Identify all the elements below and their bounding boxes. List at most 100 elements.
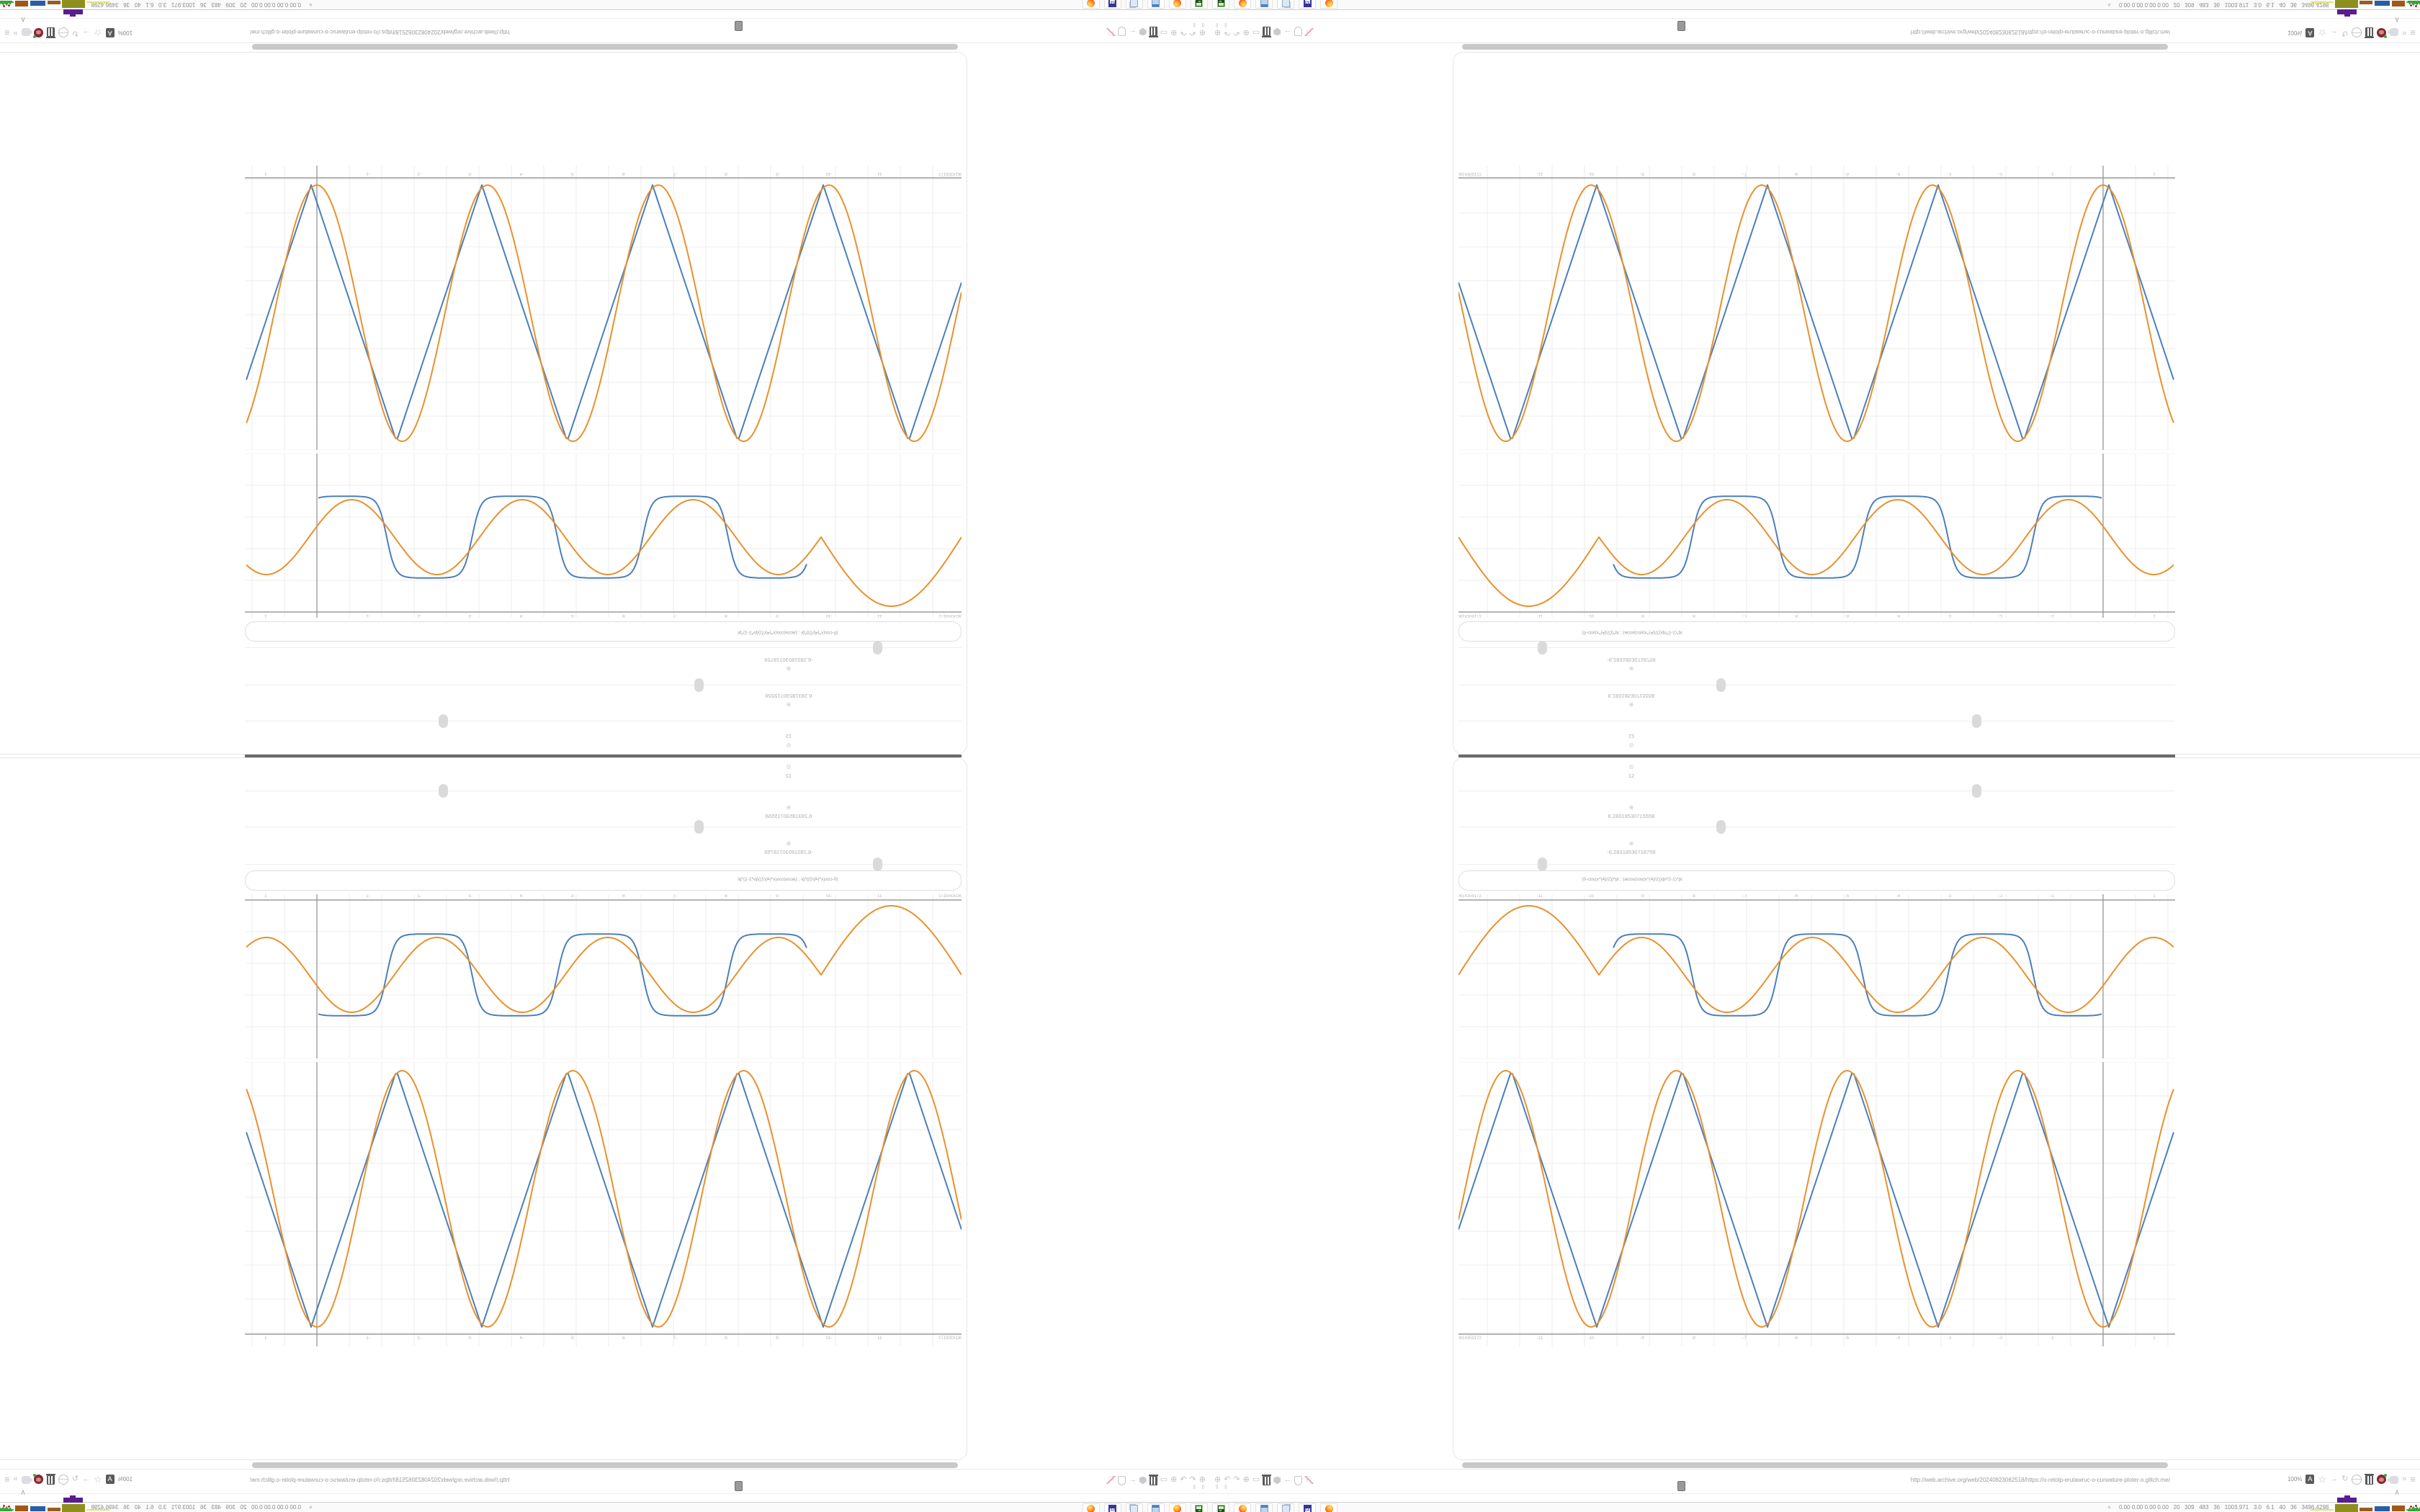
horizontal-scrollbar[interactable] — [1462, 44, 2168, 50]
redo-icon[interactable]: ↷ — [1180, 28, 1187, 37]
slider-thumb[interactable] — [1538, 641, 1548, 654]
panel-expand-icon[interactable]: « — [307, 1506, 314, 1509]
adblock-shield-icon[interactable] — [2377, 1474, 2388, 1484]
forward-button[interactable]: → — [2330, 29, 2339, 37]
crosshair-icon[interactable]: ⊕ — [1198, 28, 1206, 37]
taskbar-item-files[interactable] — [1126, 0, 1143, 9]
taskbar-item-firefox[interactable] — [1169, 1503, 1186, 1512]
trash-extension-icon[interactable] — [1262, 1475, 1272, 1485]
shield-outline-icon[interactable] — [1294, 27, 1303, 37]
slider-track-min[interactable] — [1458, 858, 2175, 871]
taskbar-item-calculator[interactable] — [1147, 1503, 1165, 1512]
flag-disabled-icon[interactable]: ⚐ — [1107, 28, 1115, 37]
reload-button[interactable]: ↻ — [71, 1475, 79, 1483]
zoom-level-indicator[interactable]: 100% — [117, 1476, 133, 1482]
globe-extension-icon[interactable] — [2352, 1474, 2362, 1485]
trash-extension-icon[interactable] — [2365, 1474, 2375, 1485]
scroll-top-chevron[interactable]: ∧ — [2394, 15, 2401, 24]
menu-icon[interactable]: ≡ — [2410, 27, 2416, 38]
undo-icon[interactable]: ↶ — [1189, 28, 1196, 37]
taskbar-item-firefox[interactable] — [1083, 0, 1100, 9]
scroll-top-chevron[interactable]: ∧ — [2394, 1488, 2401, 1497]
slider-track-min[interactable] — [245, 641, 962, 654]
slider-handle-icon[interactable]: ⊕ — [1628, 804, 1634, 811]
slider-handle-icon[interactable]: ◎ — [1628, 763, 1634, 770]
shield-badge-icon[interactable] — [1139, 28, 1147, 36]
mini-page-icon[interactable] — [735, 21, 743, 31]
adblock-shield-icon[interactable] — [2377, 28, 2387, 37]
forward-button[interactable]: → — [81, 1475, 90, 1483]
taskbar-item-calculator[interactable] — [1147, 0, 1165, 9]
taskbar-item-calculator[interactable] — [1255, 0, 1273, 9]
back-button[interactable]: ← — [1128, 28, 1137, 37]
zoom-level-indicator[interactable]: 100% — [117, 30, 133, 36]
adblock-shield-icon[interactable] — [33, 28, 43, 37]
translate-icon[interactable]: A — [105, 1475, 115, 1484]
formula-input[interactable]: (0-cos(x*(4)/2))*pi ; (acos(cos(x*(4)/2)… — [245, 870, 962, 891]
bookmark-star-icon[interactable]: ☆ — [93, 27, 102, 38]
trash-extension-icon[interactable] — [46, 27, 55, 37]
taskbar-item-terminal[interactable] — [1212, 1503, 1229, 1512]
globe-crosshair-icon[interactable]: ⊕ — [1242, 28, 1250, 37]
taskbar-item-calculator[interactable] — [1255, 1503, 1273, 1512]
slider-thumb[interactable] — [438, 784, 448, 798]
zoom-level-indicator[interactable]: 100% — [2287, 30, 2303, 36]
url-bar[interactable]: http://web.archive.org/web/2024082306251… — [1910, 1477, 2170, 1483]
reload-button[interactable]: ↻ — [2341, 29, 2349, 37]
slider-thumb[interactable] — [694, 678, 704, 692]
slider-thumb[interactable] — [1972, 714, 1982, 728]
shield-outline-icon[interactable] — [1117, 27, 1126, 37]
taskbar-item-floppy[interactable]: 64 — [1299, 0, 1316, 9]
taskbar-item-terminal[interactable] — [1191, 0, 1208, 9]
overflow-chevron-icon[interactable]: » — [13, 1475, 18, 1483]
trash-extension-icon[interactable] — [1149, 1476, 1157, 1485]
forward-button[interactable]: → — [81, 29, 90, 37]
bookmark-star-icon[interactable]: ☆ — [93, 1474, 102, 1485]
mini-page-icon[interactable] — [1677, 21, 1685, 31]
horizontal-scrollbar[interactable] — [252, 44, 958, 50]
slider-thumb[interactable] — [1538, 858, 1548, 871]
panel-expand-icon[interactable]: « — [2106, 3, 2113, 6]
menu-icon[interactable]: ≡ — [4, 27, 10, 38]
shield-outline-icon[interactable] — [1117, 1475, 1126, 1485]
shield-outline-icon[interactable] — [1294, 1475, 1303, 1485]
globe-extension-icon[interactable] — [2352, 27, 2362, 38]
slider-thumb[interactable] — [1972, 784, 1982, 798]
redo-icon[interactable]: ↷ — [1233, 28, 1240, 37]
extensions-icon[interactable] — [21, 1475, 30, 1484]
slider-thumb[interactable] — [1716, 820, 1726, 834]
url-bar[interactable]: http://web.archive.org/web/2024082306251… — [250, 29, 510, 35]
panel-expand-icon[interactable]: « — [2106, 1506, 2113, 1509]
page-icon[interactable]: ▭ — [1252, 28, 1260, 37]
shield-badge-icon[interactable] — [1273, 28, 1281, 36]
taskbar-item-floppy[interactable]: 64 — [1104, 0, 1121, 9]
formula-input[interactable]: (0-cos(x*(4)/2))*pi ; (acos(cos(x*(4)/2)… — [1458, 870, 2175, 891]
scroll-top-chevron[interactable]: ∧ — [19, 1488, 26, 1497]
redo-icon[interactable]: ↷ — [1233, 1475, 1240, 1484]
formula-input[interactable]: (0-cos(x*(4)/2))*pi ; (acos(cos(x*(4)/2)… — [1458, 621, 2175, 642]
flag-disabled-icon[interactable]: ⚐ — [1305, 28, 1313, 37]
trash-extension-icon[interactable] — [1149, 27, 1157, 36]
reload-button[interactable]: ↻ — [71, 29, 79, 37]
forward-button[interactable]: → — [2330, 1475, 2339, 1483]
scroll-top-chevron[interactable]: ∧ — [19, 15, 26, 24]
overflow-chevron-icon[interactable]: » — [2402, 29, 2407, 37]
slider-track-min[interactable] — [1458, 641, 2175, 654]
extensions-icon[interactable] — [2388, 1475, 2399, 1484]
reload-button[interactable]: ↻ — [2341, 1475, 2349, 1483]
taskbar-item-files[interactable] — [1277, 1503, 1294, 1512]
trash-extension-icon[interactable] — [1263, 27, 1271, 36]
overflow-chevron-icon[interactable]: » — [2402, 1475, 2407, 1483]
url-bar[interactable]: http://web.archive.org/web/2024082306251… — [250, 1477, 510, 1483]
mini-page-icon[interactable] — [735, 1481, 743, 1491]
slider-thumb[interactable] — [872, 641, 882, 654]
shield-badge-icon[interactable] — [1139, 1477, 1147, 1485]
taskbar-item-floppy[interactable]: 64 — [1299, 1503, 1316, 1512]
taskbar-item-terminal[interactable] — [1212, 0, 1229, 9]
translate-icon[interactable]: A — [2305, 28, 2315, 37]
slider-track-min[interactable] — [245, 858, 962, 871]
taskbar-item-terminal[interactable] — [1191, 1503, 1208, 1512]
extensions-icon[interactable] — [2390, 28, 2399, 37]
flag-disabled-icon[interactable]: ⚐ — [1304, 1475, 1314, 1484]
bookmark-star-icon[interactable]: ☆ — [2318, 1474, 2327, 1485]
